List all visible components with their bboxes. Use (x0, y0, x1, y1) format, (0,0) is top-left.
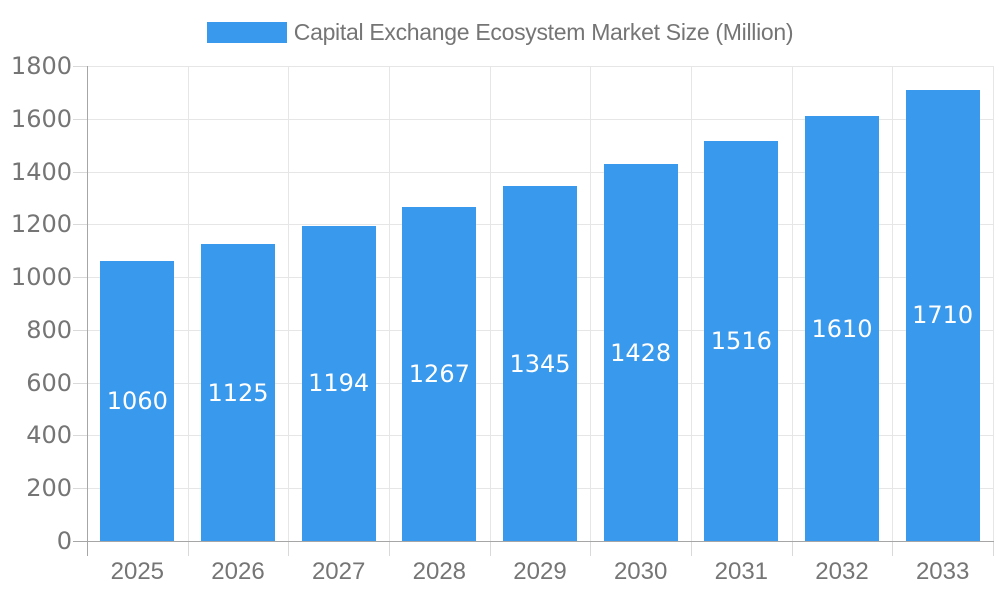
x-axis-tick (87, 541, 88, 556)
y-tick-label: 800 (26, 315, 72, 344)
bar-2033[interactable]: 1710 (905, 89, 980, 541)
x-axis-tick (187, 541, 189, 556)
x-tick-label: 2030 (613, 558, 668, 585)
x-axis-tick (993, 541, 994, 556)
y-axis-tick (73, 66, 87, 67)
y-axis-tick (73, 435, 87, 437)
bar-2028[interactable]: 1267 (402, 206, 477, 541)
plot-area: 1060 1125 1194 1267 1345 1428 1516 1610 1710 (73, 66, 994, 556)
x-tick-label: 2026 (211, 558, 265, 585)
bar-value-label: 1060 (106, 387, 168, 416)
x-tick-label: 2025 (110, 558, 165, 585)
x-axis-tick (489, 541, 491, 556)
x-tick-label: 2031 (714, 558, 769, 585)
bar-2025[interactable]: 1060 (100, 261, 175, 541)
bar-value-label: 1428 (610, 338, 672, 367)
y-axis-tick (73, 118, 87, 120)
bar-value-label: 1710 (912, 301, 974, 330)
x-axis-tick (590, 541, 592, 556)
bar-2032[interactable]: 1610 (805, 116, 879, 541)
bar-value-label: 1610 (811, 314, 873, 343)
y-tick-label: 400 (26, 421, 72, 450)
bar-value-label: 1516 (710, 326, 772, 355)
x-tick-label: 2028 (412, 558, 467, 585)
y-tick-label: 600 (26, 368, 72, 397)
x-tick-label: 2033 (915, 558, 970, 585)
y-axis-tick (73, 171, 87, 173)
y-tick-label: 1800 (10, 52, 72, 80)
bar-2030[interactable]: 1428 (603, 164, 678, 541)
x-axis-tick (791, 541, 793, 556)
y-axis-tick (73, 329, 87, 331)
bar-value-label: 1267 (408, 359, 470, 388)
bar-value-label: 1194 (308, 369, 370, 398)
v-gridline (691, 66, 692, 541)
y-tick-label: 0 (56, 527, 72, 555)
y-axis-tick (73, 541, 87, 542)
v-gridline (993, 66, 994, 541)
v-gridline (187, 66, 189, 541)
x-axis-tick (389, 541, 390, 556)
x-axis-tick (892, 541, 894, 556)
v-gridline (791, 66, 793, 541)
v-gridline (489, 66, 491, 541)
h-gridline (87, 66, 993, 67)
bar-2026[interactable]: 1125 (201, 244, 275, 541)
y-axis-tick (73, 277, 87, 279)
x-tick-label: 2027 (311, 558, 366, 585)
legend[interactable]: Capital Exchange Ecosystem Market Size (… (0, 19, 1000, 45)
v-gridline (892, 66, 894, 541)
bar-2029[interactable]: 1345 (503, 186, 577, 541)
bar-2031[interactable]: 1516 (704, 140, 779, 541)
legend-label: Capital Exchange Ecosystem Market Size (… (293, 19, 794, 45)
v-gridline (389, 66, 390, 541)
x-axis-tick (691, 541, 692, 556)
y-axis-tick (73, 382, 87, 384)
y-tick-label: 1200 (10, 210, 72, 239)
y-axis-tick (73, 224, 87, 226)
bar-value-label: 1125 (207, 378, 269, 407)
legend-swatch[interactable] (206, 22, 287, 43)
y-tick-label: 200 (26, 474, 72, 503)
y-axis-line (87, 66, 88, 556)
y-tick-label: 1400 (10, 157, 72, 186)
x-axis-line (73, 541, 994, 542)
y-tick-label: 1000 (10, 263, 72, 292)
y-tick-label: 1600 (10, 104, 72, 133)
v-gridline (590, 66, 592, 541)
x-axis-tick (288, 541, 290, 556)
x-tick-label: 2032 (815, 558, 869, 585)
bar-2027[interactable]: 1194 (301, 225, 376, 541)
v-gridline (288, 66, 290, 541)
y-axis-tick (73, 488, 87, 490)
bar-value-label: 1345 (509, 349, 571, 378)
x-tick-label: 2029 (513, 558, 567, 585)
